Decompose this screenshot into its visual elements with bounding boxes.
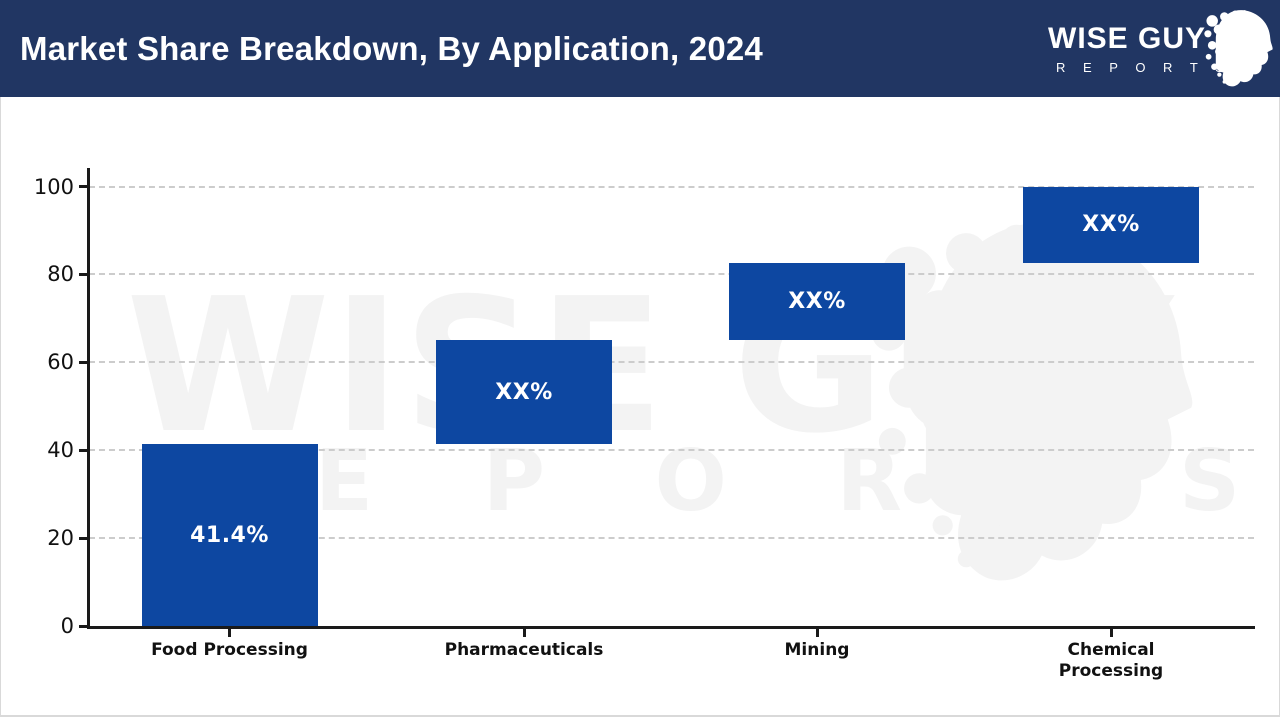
bar-value-label-pharmaceuticals: XX% [495,379,553,405]
y-tick-label-80: 80 [47,262,74,287]
y-axis-line [87,168,90,629]
gridline-40 [89,449,1254,452]
x-axis-label-pharmaceuticals: Pharmaceuticals [444,640,604,660]
bar-value-label-food-processing: 41.4% [190,522,269,548]
gridline-20 [89,537,1254,540]
y-tick-label-0: 0 [60,614,74,638]
y-tick-0 [79,624,87,628]
x-axis-line [87,626,1255,629]
header-bar: Market Share Breakdown, By Application, … [0,0,1280,97]
wiseguy-logo: WISE GUY R E P O R T S [1012,6,1273,94]
logo-subtext: R E P O R T S [1056,60,1231,75]
plot-area: 0 20 40 60 80 100 41.4% Food Processing XX% Pharm… [0,97,1280,717]
x-tick-food-processing [228,629,231,637]
bar-value-label-chemical-processing: XX% [1082,212,1140,238]
gridline-60 [89,361,1254,364]
logo-text: WISE GUY [1048,22,1207,55]
y-tick-label-60: 60 [47,350,74,375]
y-tick-label-20: 20 [47,526,74,551]
gridline-100 [89,185,1254,188]
wiseguy-head-icon [1204,10,1273,87]
x-tick-pharmaceuticals [522,629,526,637]
x-axis-label-mining: Mining [784,640,850,660]
y-tick-60 [79,360,87,364]
x-tick-chemical-processing [1109,629,1113,637]
y-tick-40 [79,448,87,452]
y-tick-label-100: 100 [33,174,74,199]
x-axis-label-food-processing: Food Processing [151,640,308,660]
bar-pharmaceuticals: XX% [436,340,612,445]
x-tick-mining [815,629,819,637]
watermark-head-icon [872,222,1193,581]
bar-chemical-processing: XX% [1023,186,1199,263]
page-title: Market Share Breakdown, By Application, … [20,29,763,67]
bar-value-label-mining: XX% [788,289,846,315]
y-tick-20 [79,536,87,540]
y-tick-80 [79,272,87,276]
y-tick-100 [79,185,87,188]
x-axis-label-chemical-processing: Chemical Processing [1058,640,1164,681]
gridline-80 [89,273,1254,276]
bar-food-processing: 41.4% [141,444,318,626]
bar-mining: XX% [729,262,905,341]
y-tick-label-40: 40 [47,438,74,463]
